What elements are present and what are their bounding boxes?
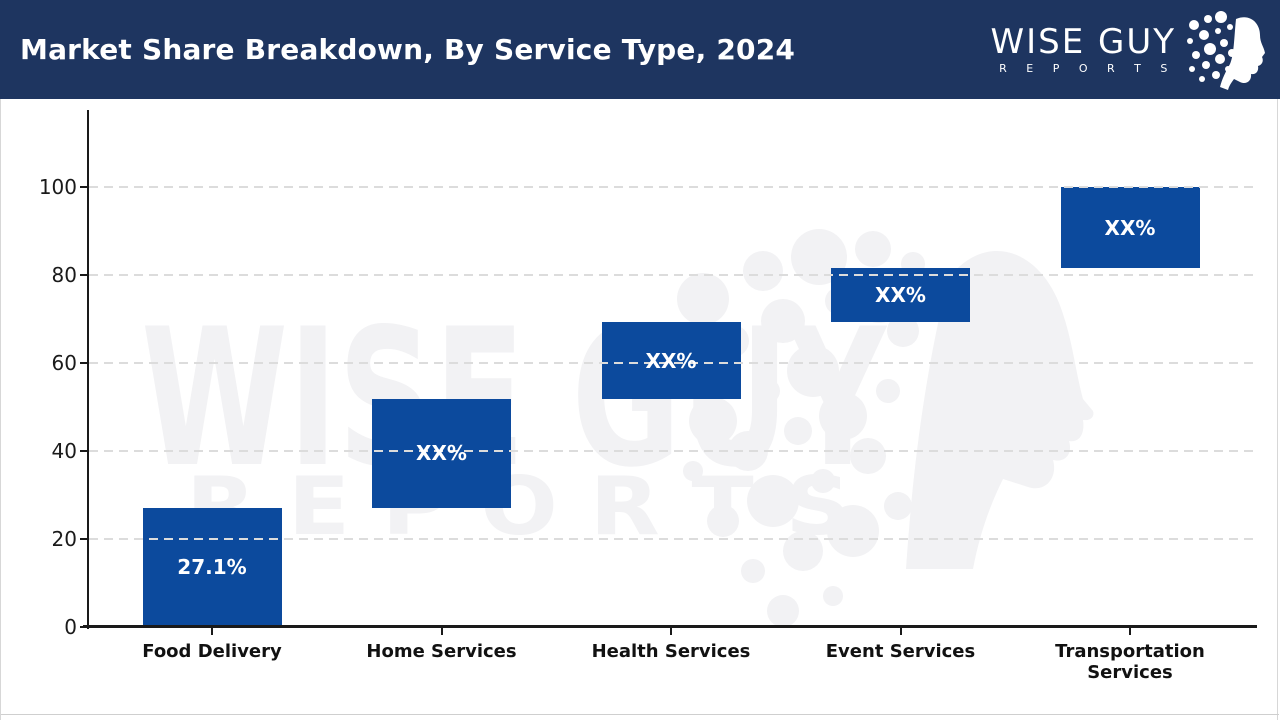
bar-value-label-1: XX% <box>416 441 467 466</box>
category-label-1: Home Services <box>366 641 517 662</box>
y-tick-label-80: 80 <box>51 263 77 287</box>
x-tick-mark-1 <box>440 627 443 635</box>
y-tick-label-100: 100 <box>38 175 77 199</box>
gridline-80 <box>89 274 1257 276</box>
chart-canvas: WISE GUY R E P O R T S 27.1% XX% XX% XX% XX% <box>0 99 1279 720</box>
y-tick-mark-60 <box>80 362 89 364</box>
logo-subtitle: R E P O R T S <box>999 62 1176 75</box>
y-axis-spine <box>87 110 89 629</box>
logo-wordmark: WISE GUY <box>990 22 1176 62</box>
y-tick-mark-100 <box>80 186 89 188</box>
bottom-border <box>1 714 1279 715</box>
x-tick-mark-4 <box>1129 627 1131 635</box>
bar-value-label-4: XX% <box>1104 215 1156 240</box>
category-label-4: Transportation Services <box>1055 641 1205 683</box>
y-tick-mark-40 <box>80 450 89 452</box>
bar-3 <box>831 268 970 323</box>
gridline-40 <box>89 450 1257 452</box>
chart-title: Market Share Breakdown, By Service Type,… <box>20 33 796 66</box>
y-tick-label-20: 20 <box>51 527 77 551</box>
plot-area: 27.1% XX% XX% XX% XX% <box>80 110 1257 635</box>
x-tick-mark-0 <box>211 627 213 635</box>
category-label-3: Event Services <box>825 641 976 662</box>
bar-1 <box>372 399 511 508</box>
gridline-60 <box>89 362 1257 364</box>
y-tick-label-60: 60 <box>51 351 77 375</box>
category-label-2: Health Services <box>591 641 751 662</box>
watermark-head-icon <box>669 229 1094 627</box>
watermark-text-reports: R E P O R T S <box>186 460 851 553</box>
bar-value-label-3: XX% <box>875 283 926 308</box>
y-tick-mark-80 <box>80 274 89 276</box>
x-tick-mark-3 <box>899 627 902 635</box>
bar-2 <box>601 322 741 400</box>
watermark: WISE GUY R E P O R T S <box>141 229 1094 627</box>
wiseguy-logo: WISE GUY R E P O R T S <box>990 9 1266 91</box>
y-tick-label-0: 0 <box>64 615 77 639</box>
bar-4 <box>1060 187 1200 269</box>
bar-value-label-2: XX% <box>645 348 697 373</box>
gridline-100 <box>89 186 1257 188</box>
logo-head-icon <box>1187 10 1265 90</box>
bar-0 <box>142 507 282 627</box>
logo-text: WISE GUY R E P O R T S <box>990 24 1176 75</box>
bar-value-label-0: 27.1% <box>177 555 247 580</box>
header: Market Share Breakdown, By Service Type,… <box>0 0 1280 99</box>
y-tick-mark-20 <box>80 538 89 540</box>
category-label-0: Food Delivery <box>142 641 282 662</box>
x-tick-mark-2 <box>670 627 672 635</box>
gridline-20 <box>89 538 1257 540</box>
y-tick-label-40: 40 <box>51 439 77 463</box>
x-axis-spine <box>83 625 1257 628</box>
